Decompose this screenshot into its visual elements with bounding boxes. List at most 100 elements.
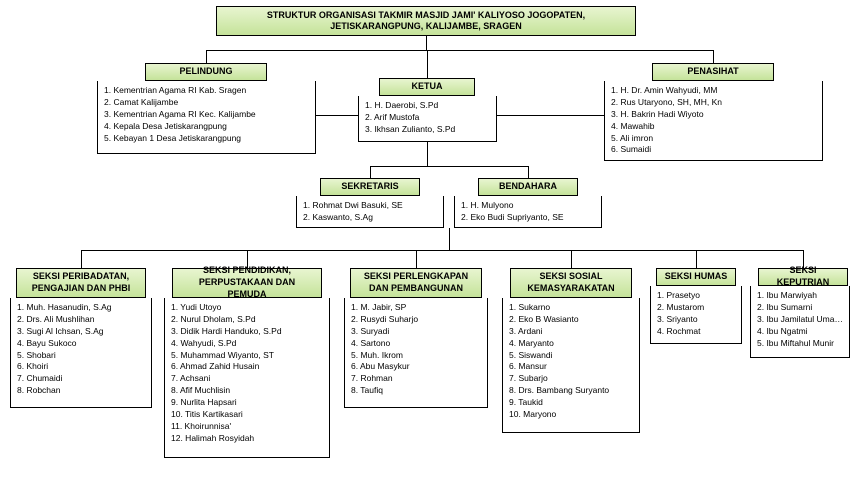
- list-item: 2. Arif Mustofa: [365, 112, 490, 124]
- connector: [370, 166, 528, 167]
- ketua-header: KETUA: [379, 78, 475, 96]
- list-item: 2. Rus Utaryono, SH, MH, Kn: [611, 97, 816, 109]
- list-item: 11. Khoirunnisa': [171, 421, 323, 433]
- list-item: 3. Ardani: [509, 326, 633, 338]
- list-item: 1. Muh. Hasanudin, S.Ag: [17, 302, 145, 314]
- bendahara-header: BENDAHARA: [478, 178, 578, 196]
- list-item: 5. Kebayan 1 Desa Jetiskarangpung: [104, 133, 309, 145]
- seksi-1-body: 1. Yudi Utoyo2. Nurul Dholam, S.Pd3. Did…: [164, 298, 330, 458]
- connector: [206, 50, 207, 63]
- list-item: 2. Ibu Sumarni: [757, 302, 843, 314]
- list-item: 3. Ibu Jamilatul Umami: [757, 314, 843, 326]
- list-item: 5. Muhammad Wiyanto, ST: [171, 350, 323, 362]
- list-item: 5. Muh. Ikrom: [351, 350, 481, 362]
- org-title: STRUKTUR ORGANISASI TAKMIR MASJID JAMI' …: [216, 6, 636, 36]
- list-item: 4. Maryanto: [509, 338, 633, 350]
- seksi-5-body: 1. Ibu Marwiyah2. Ibu Sumarni3. Ibu Jami…: [750, 286, 850, 358]
- list-item: 7. Subarjo: [509, 373, 633, 385]
- list-item: 9. Nurlita Hapsari: [171, 397, 323, 409]
- pelindung-header: PELINDUNG: [145, 63, 267, 81]
- list-item: 6. Abu Masykur: [351, 361, 481, 373]
- list-item: 7. Achsani: [171, 373, 323, 385]
- pelindung-body: 1. Kementrian Agama RI Kab. Sragen2. Cam…: [97, 81, 316, 154]
- list-item: 4. Ibu Ngatmi: [757, 326, 843, 338]
- list-item: 7. Chumaidi: [17, 373, 145, 385]
- list-item: 2. Nurul Dholam, S.Pd: [171, 314, 323, 326]
- list-item: 3. Kementrian Agama RI Kec. Kalijambe: [104, 109, 309, 121]
- list-item: 1. Prasetyo: [657, 290, 735, 302]
- list-item: 1. Rohmat Dwi Basuki, SE: [303, 200, 437, 212]
- list-item: 2. Rusydi Suharjo: [351, 314, 481, 326]
- list-item: 5. Siswandi: [509, 350, 633, 362]
- list-item: 1. Sukarno: [509, 302, 633, 314]
- list-item: 12. Halimah Rosyidah: [171, 433, 323, 445]
- seksi-2-header: SEKSI PERLENGKAPAN DAN PEMBANGUNAN: [350, 268, 482, 298]
- seksi-4-body: 1. Prasetyo2. Mustarom3. Sriyanto4. Roch…: [650, 286, 742, 344]
- seksi-1-header: SEKSI PENDIDIKAN, PERPUSTAKAAN DAN PEMUD…: [172, 268, 322, 298]
- list-item: 2. Drs. Ali Mushlihan: [17, 314, 145, 326]
- connector: [370, 166, 371, 178]
- list-item: 10. Titis Kartikasari: [171, 409, 323, 421]
- list-item: 1. H. Mulyono: [461, 200, 595, 212]
- connector: [206, 50, 713, 51]
- list-item: 4. Rochmat: [657, 326, 735, 338]
- list-item: 1. H. Daerobi, S.Pd: [365, 100, 490, 112]
- penasihat-header: PENASIHAT: [652, 63, 774, 81]
- connector: [81, 250, 803, 251]
- connector: [696, 250, 697, 268]
- seksi-0-header: SEKSI PERIBADATAN, PENGAJIAN DAN PHBI: [16, 268, 146, 298]
- ketua-body: 1. H. Daerobi, S.Pd2. Arif Mustofa3. Ikh…: [358, 96, 497, 142]
- list-item: 8. Taufiq: [351, 385, 481, 397]
- list-item: 4. Mawahib: [611, 121, 816, 133]
- list-item: 5. Shobari: [17, 350, 145, 362]
- sekretaris-body: 1. Rohmat Dwi Basuki, SE2. Kaswanto, S.A…: [296, 196, 444, 228]
- list-item: 2. Eko B Wasianto: [509, 314, 633, 326]
- list-item: 6. Ahmad Zahid Husain: [171, 361, 323, 373]
- connector: [427, 142, 428, 166]
- connector: [316, 115, 358, 116]
- connector: [426, 36, 427, 50]
- penasihat-body: 1. H. Dr. Amin Wahyudi, MM2. Rus Utaryon…: [604, 81, 823, 161]
- connector: [416, 250, 417, 268]
- list-item: 10. Maryono: [509, 409, 633, 421]
- list-item: 9. Taukid: [509, 397, 633, 409]
- list-item: 1. Yudi Utoyo: [171, 302, 323, 314]
- connector: [713, 50, 714, 63]
- connector: [427, 50, 428, 78]
- list-item: 4. Bayu Sukoco: [17, 338, 145, 350]
- list-item: 3. Sugi Al Ichsan, S.Ag: [17, 326, 145, 338]
- list-item: 1. Ibu Marwiyah: [757, 290, 843, 302]
- list-item: 5. Ibu Miftahul Munir: [757, 338, 843, 350]
- list-item: 4. Sartono: [351, 338, 481, 350]
- list-item: 6. Mansur: [509, 361, 633, 373]
- list-item: 4. Wahyudi, S.Pd: [171, 338, 323, 350]
- connector: [247, 250, 248, 268]
- list-item: 8. Drs. Bambang Suryanto: [509, 385, 633, 397]
- list-item: 2. Kaswanto, S.Ag: [303, 212, 437, 224]
- list-item: 2. Camat Kalijambe: [104, 97, 309, 109]
- list-item: 6. Sumaidi: [611, 144, 816, 156]
- list-item: 3. Sriyanto: [657, 314, 735, 326]
- list-item: 2. Eko Budi Supriyanto, SE: [461, 212, 595, 224]
- list-item: 1. H. Dr. Amin Wahyudi, MM: [611, 85, 816, 97]
- seksi-2-body: 1. M. Jabir, SP2. Rusydi Suharjo3. Surya…: [344, 298, 488, 408]
- sekretaris-header: SEKRETARIS: [320, 178, 420, 196]
- seksi-4-header: SEKSI HUMAS: [656, 268, 736, 286]
- list-item: 8. Robchan: [17, 385, 145, 397]
- list-item: 5. Ali imron: [611, 133, 816, 145]
- seksi-3-header: SEKSI SOSIAL KEMASYARAKATAN: [510, 268, 632, 298]
- connector: [449, 228, 450, 250]
- connector: [81, 250, 82, 268]
- connector: [497, 115, 604, 116]
- list-item: 4. Kepala Desa Jetiskarangpung: [104, 121, 309, 133]
- list-item: 3. Ikhsan Zulianto, S.Pd: [365, 124, 490, 136]
- list-item: 3. Suryadi: [351, 326, 481, 338]
- connector: [571, 250, 572, 268]
- list-item: 1. Kementrian Agama RI Kab. Sragen: [104, 85, 309, 97]
- list-item: 6. Khoiri: [17, 361, 145, 373]
- seksi-5-header: SEKSI KEPUTRIAN: [758, 268, 848, 286]
- list-item: 1. M. Jabir, SP: [351, 302, 481, 314]
- connector: [528, 166, 529, 178]
- list-item: 3. H. Bakrin Hadi Wiyoto: [611, 109, 816, 121]
- list-item: 8. Afif Muchlisin: [171, 385, 323, 397]
